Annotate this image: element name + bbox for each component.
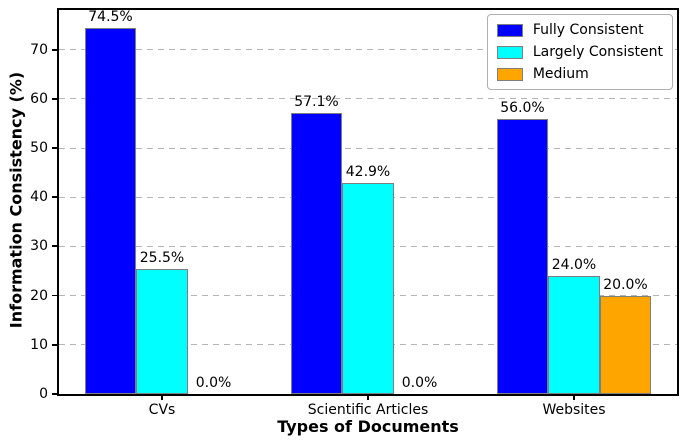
bar-value-label: 24.0% — [551, 256, 597, 273]
y-tick-label: 10 — [30, 336, 48, 353]
x-tick-mark — [161, 394, 163, 400]
bar-value-label: 42.9% — [345, 164, 391, 181]
bar — [136, 268, 188, 394]
bar — [342, 183, 394, 394]
legend-swatch — [496, 67, 523, 81]
legend-label: Medium — [532, 66, 589, 82]
bar — [290, 113, 343, 394]
y-tick-label: 40 — [30, 189, 48, 206]
x-tick-label: Scientific Articles — [307, 402, 429, 418]
y-tick-label: 0 — [39, 386, 48, 402]
bar-value-label: 56.0% — [500, 99, 545, 116]
y-tick-mark — [52, 294, 58, 297]
gridline — [59, 49, 677, 51]
bar-value-label: 25.5% — [139, 249, 185, 266]
y-tick-label: 70 — [30, 41, 48, 58]
y-tick-mark — [52, 245, 58, 248]
gridline — [59, 147, 677, 149]
x-tick-label: CVs — [148, 402, 176, 418]
gridline — [59, 98, 677, 100]
bar-value-label: 74.5% — [88, 8, 133, 25]
y-tick-mark — [52, 147, 58, 149]
y-tick-label: 30 — [30, 238, 48, 255]
legend-item: Medium — [496, 66, 663, 82]
bar — [84, 27, 137, 394]
x-tick-label: Websites — [542, 402, 606, 418]
y-tick-label: 50 — [30, 140, 48, 157]
y-tick-mark — [52, 393, 58, 395]
legend-item: Largely Consistent — [496, 44, 663, 60]
legend-item: Fully Consistent — [496, 22, 663, 38]
bar-value-label: 57.1% — [294, 94, 339, 111]
x-tick-mark — [367, 394, 369, 400]
y-tick-mark — [52, 48, 58, 51]
y-tick-mark — [52, 97, 58, 100]
legend-swatch — [496, 23, 523, 37]
y-tick-mark — [52, 196, 58, 199]
y-tick-mark — [52, 343, 58, 346]
legend-swatch — [496, 45, 523, 59]
bar — [496, 118, 549, 394]
x-tick-mark — [573, 394, 575, 400]
legend: Fully Consistent Largely Consistent Medium — [486, 14, 673, 90]
bar-value-label: 20.0% — [603, 276, 648, 293]
x-axis-title: Types of Documents — [277, 417, 459, 436]
bar — [599, 295, 652, 394]
bar-value-label: 0.0% — [195, 375, 232, 391]
bar — [548, 275, 600, 394]
legend-label: Fully Consistent — [532, 22, 644, 38]
legend-label: Largely Consistent — [532, 44, 663, 60]
bar-value-label: 0.0% — [401, 375, 438, 391]
y-tick-label: 20 — [30, 287, 48, 304]
y-tick-label: 60 — [30, 90, 48, 107]
